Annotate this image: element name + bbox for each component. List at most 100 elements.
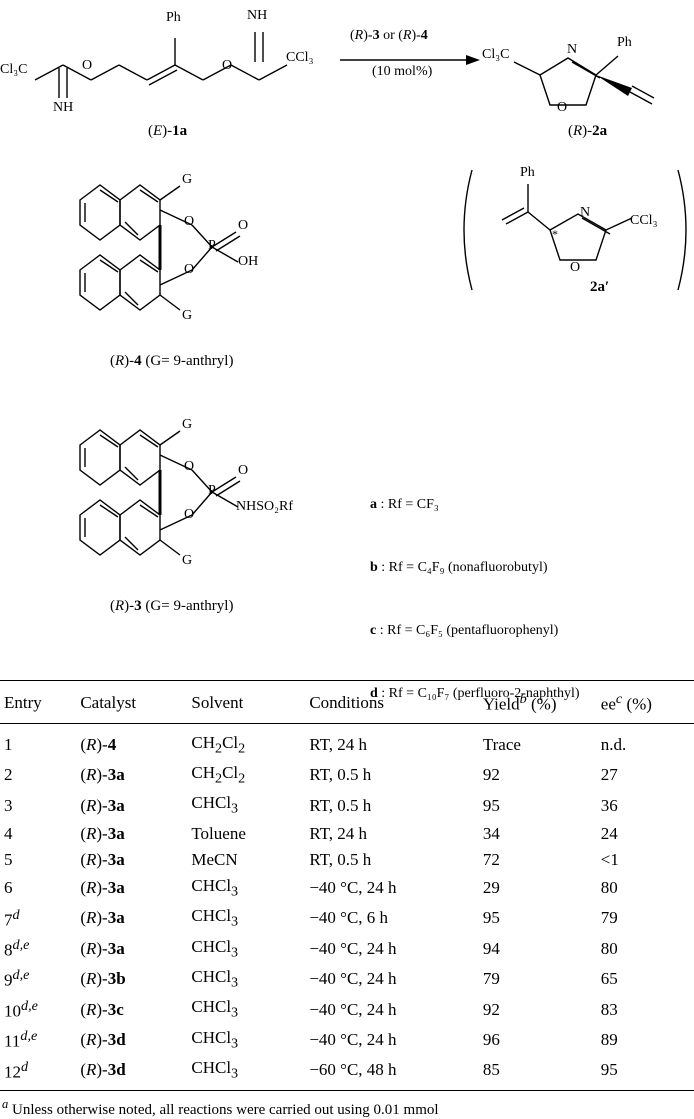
cell-entry: 2 xyxy=(0,760,76,790)
catalyst-4-skeleton xyxy=(60,150,300,350)
cell-conditions: −60 °C, 48 h xyxy=(305,1055,479,1085)
cell-solvent: CHCl3 xyxy=(187,934,305,964)
product-N: N xyxy=(567,42,577,59)
cell-entry: 5 xyxy=(0,847,76,873)
cell-yield: 29 xyxy=(479,873,597,903)
cell-catalyst: (R)-3a xyxy=(76,821,187,847)
cell-entry: 6 xyxy=(0,873,76,903)
conditions-table: Entry Catalyst Solvent Conditions Yieldb… xyxy=(0,680,694,1086)
reactant-nh-right: NH xyxy=(247,8,267,25)
product-O: O xyxy=(557,100,567,117)
col-ee: eec (%) xyxy=(597,681,694,724)
cell-ee: 24 xyxy=(597,821,694,847)
cell-ee: 79 xyxy=(597,903,694,933)
cell-catalyst: (R)-3a xyxy=(76,847,187,873)
reactant-ph: Ph xyxy=(166,10,181,27)
cell-entry: 8d,e xyxy=(0,934,76,964)
table-row: 5(R)-3aMeCNRT, 0.5 h72<1 xyxy=(0,847,694,873)
cell-catalyst: (R)-3a xyxy=(76,790,187,820)
cat3-G-top: G xyxy=(182,417,192,434)
reactant-ccl3-right: CCl₃ xyxy=(286,50,313,67)
label-cat4: (R)-4 (G= 9-anthryl) xyxy=(110,352,233,370)
cell-solvent: CH2Cl2 xyxy=(187,760,305,790)
cat3-O-top: O xyxy=(184,459,194,476)
cell-entry: 11d,e xyxy=(0,1025,76,1055)
reaction-scheme-figure: Cl₃C O NH Ph O NH CCl₃ (E)-1a (R)-3 or (… xyxy=(0,0,694,680)
footnote: a Unless otherwise noted, all reactions … xyxy=(0,1090,694,1119)
bracket-isomer: * xyxy=(460,160,690,300)
product-ph: Ph xyxy=(617,35,632,52)
cell-yield: 95 xyxy=(479,903,597,933)
cell-entry: 12d xyxy=(0,1055,76,1085)
cat4-P: P xyxy=(208,238,216,255)
cat3-PO: O xyxy=(238,463,248,480)
label-cat3: (R)-3 (G= 9-anthryl) xyxy=(110,597,233,615)
cell-catalyst: (R)-4 xyxy=(76,730,187,760)
cell-ee: 95 xyxy=(597,1055,694,1085)
product-2a-skeleton xyxy=(500,20,670,120)
cat3-O-bot: O xyxy=(184,507,194,524)
reactant-o-right: O xyxy=(222,58,232,75)
cell-solvent: CH2Cl2 xyxy=(187,730,305,760)
cat4-G-bot: G xyxy=(182,308,192,325)
arrow-bottom-label: (10 mol%) xyxy=(372,64,432,81)
label-1a: (E)-1a xyxy=(148,122,187,140)
label-2aprime: 2a′ xyxy=(590,278,609,296)
reactant-cl3c-left: Cl₃C xyxy=(0,62,27,79)
cat4-OH: OH xyxy=(238,254,258,271)
table-row: 4(R)-3aTolueneRT, 24 h3424 xyxy=(0,821,694,847)
conditions-table-wrapper: Entry Catalyst Solvent Conditions Yieldb… xyxy=(0,680,694,1086)
cat3-G-bot: G xyxy=(182,553,192,570)
cell-conditions: −40 °C, 6 h xyxy=(305,903,479,933)
reactant-nh-left: NH xyxy=(53,100,73,117)
cell-catalyst: (R)-3a xyxy=(76,873,187,903)
table-row: 8d,e(R)-3aCHCl3−40 °C, 24 h9480 xyxy=(0,934,694,964)
cat4-O-bot: O xyxy=(184,262,194,279)
cell-catalyst: (R)-3b xyxy=(76,964,187,994)
cell-solvent: CHCl3 xyxy=(187,790,305,820)
svg-text:*: * xyxy=(552,227,558,241)
cell-yield: 95 xyxy=(479,790,597,820)
cat3-P: P xyxy=(208,483,216,500)
bracket-O: O xyxy=(570,260,580,277)
cell-yield: 72 xyxy=(479,847,597,873)
cell-entry: 7d xyxy=(0,903,76,933)
cell-ee: 27 xyxy=(597,760,694,790)
bracket-N: N xyxy=(580,205,590,222)
cat3-N: NHSO₂Rf xyxy=(236,499,293,516)
table-row: 3(R)-3aCHCl3RT, 0.5 h9536 xyxy=(0,790,694,820)
cell-solvent: CHCl3 xyxy=(187,964,305,994)
cell-catalyst: (R)-3a xyxy=(76,903,187,933)
col-entry: Entry xyxy=(0,681,76,724)
catalyst-3-skeleton xyxy=(60,395,340,595)
cell-ee: 36 xyxy=(597,790,694,820)
cell-ee: 89 xyxy=(597,1025,694,1055)
cell-conditions: −40 °C, 24 h xyxy=(305,1025,479,1055)
table-row: 11d,e(R)-3dCHCl3−40 °C, 24 h9689 xyxy=(0,1025,694,1055)
bracket-ccl3: CCl₃ xyxy=(630,213,657,230)
label-2a: (R)-2a xyxy=(568,122,607,140)
table-header-row: Entry Catalyst Solvent Conditions Yieldb… xyxy=(0,681,694,724)
cell-conditions: −40 °C, 24 h xyxy=(305,934,479,964)
table-row: 6(R)-3aCHCl3−40 °C, 24 h2980 xyxy=(0,873,694,903)
cell-catalyst: (R)-3a xyxy=(76,934,187,964)
cell-solvent: CHCl3 xyxy=(187,1055,305,1085)
cell-conditions: RT, 0.5 h xyxy=(305,790,479,820)
cell-catalyst: (R)-3d xyxy=(76,1025,187,1055)
cell-entry: 9d,e xyxy=(0,964,76,994)
cell-yield: 92 xyxy=(479,760,597,790)
cat4-PO: O xyxy=(238,218,248,235)
col-solvent: Solvent xyxy=(187,681,305,724)
cell-conditions: RT, 0.5 h xyxy=(305,847,479,873)
reactant-o-left: O xyxy=(82,58,92,75)
table-row: 2(R)-3aCH2Cl2RT, 0.5 h9227 xyxy=(0,760,694,790)
cell-entry: 3 xyxy=(0,790,76,820)
cell-solvent: CHCl3 xyxy=(187,1025,305,1055)
cat4-G-top: G xyxy=(182,172,192,189)
col-catalyst: Catalyst xyxy=(76,681,187,724)
cell-yield: 34 xyxy=(479,821,597,847)
cell-catalyst: (R)-3a xyxy=(76,760,187,790)
cell-conditions: RT, 0.5 h xyxy=(305,760,479,790)
cell-ee: 80 xyxy=(597,934,694,964)
cell-solvent: Toluene xyxy=(187,821,305,847)
